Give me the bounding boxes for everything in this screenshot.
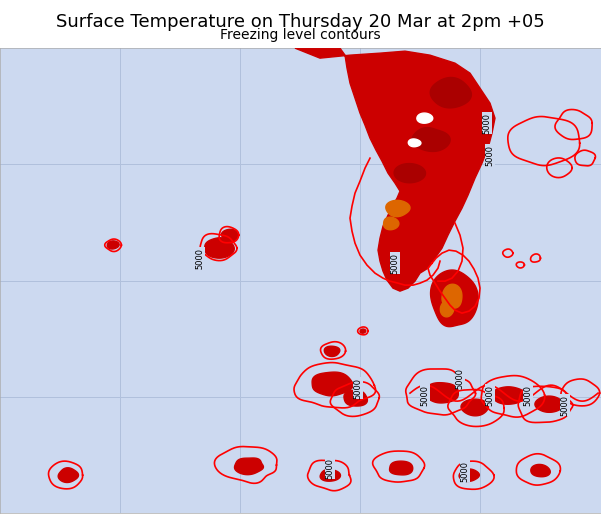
Text: 5000: 5000 xyxy=(460,461,469,482)
Polygon shape xyxy=(430,78,471,108)
Text: 5000: 5000 xyxy=(326,457,335,479)
Polygon shape xyxy=(394,163,426,183)
Polygon shape xyxy=(386,200,410,217)
Text: 5000: 5000 xyxy=(561,395,570,416)
Text: 5000: 5000 xyxy=(523,384,532,406)
Polygon shape xyxy=(221,229,238,242)
Polygon shape xyxy=(107,241,119,249)
Polygon shape xyxy=(531,465,551,477)
Text: Surface Temperature on Thursday 20 Mar at 2pm +05: Surface Temperature on Thursday 20 Mar a… xyxy=(56,13,545,31)
Text: 5000: 5000 xyxy=(486,144,495,166)
Polygon shape xyxy=(205,238,234,258)
Polygon shape xyxy=(325,346,340,357)
Polygon shape xyxy=(58,468,79,483)
Text: 5000: 5000 xyxy=(195,248,204,269)
Polygon shape xyxy=(360,329,366,333)
Text: 5000: 5000 xyxy=(353,378,362,399)
Polygon shape xyxy=(430,270,478,327)
Text: 5000: 5000 xyxy=(456,368,465,389)
Polygon shape xyxy=(461,399,489,416)
Polygon shape xyxy=(312,372,353,396)
Polygon shape xyxy=(408,139,421,146)
Text: 5000: 5000 xyxy=(483,113,492,134)
Polygon shape xyxy=(423,383,459,403)
Polygon shape xyxy=(389,461,413,475)
Text: Freezing level contours: Freezing level contours xyxy=(220,28,381,42)
Polygon shape xyxy=(535,396,563,412)
Polygon shape xyxy=(442,284,462,308)
Polygon shape xyxy=(441,300,454,317)
Polygon shape xyxy=(320,469,340,481)
Polygon shape xyxy=(492,387,525,405)
Polygon shape xyxy=(234,458,263,474)
Polygon shape xyxy=(295,48,495,291)
Polygon shape xyxy=(417,113,433,123)
Text: 5000: 5000 xyxy=(486,384,495,406)
Text: 5000: 5000 xyxy=(195,248,204,269)
Polygon shape xyxy=(383,217,399,230)
Polygon shape xyxy=(344,390,367,406)
Text: 5000: 5000 xyxy=(391,253,400,273)
Text: 5000: 5000 xyxy=(421,384,430,406)
Polygon shape xyxy=(412,127,450,152)
Polygon shape xyxy=(459,469,480,482)
